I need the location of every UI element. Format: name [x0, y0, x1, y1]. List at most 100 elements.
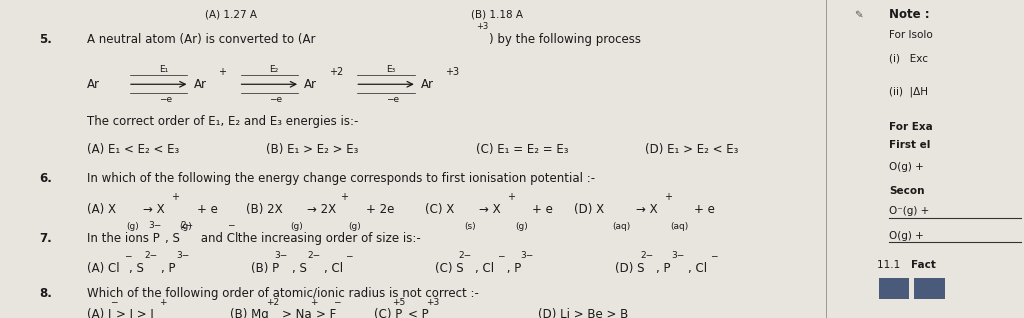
Text: (g): (g) — [515, 222, 527, 231]
Text: −: − — [110, 298, 117, 307]
Text: , Cl: , Cl — [475, 262, 495, 275]
Text: +: + — [507, 192, 515, 202]
Text: −: − — [345, 251, 352, 260]
Text: +: + — [171, 192, 179, 202]
Text: , P: , P — [161, 262, 175, 275]
Text: +: + — [664, 192, 672, 202]
Text: 3−: 3− — [176, 251, 189, 260]
Text: Which of the following order of atomic/ionic radius is not correct :-: Which of the following order of atomic/i… — [87, 287, 479, 300]
Text: 2−: 2− — [307, 251, 321, 260]
Text: 3−: 3− — [520, 251, 534, 260]
Text: +5: +5 — [392, 298, 406, 307]
Text: −: − — [124, 251, 131, 260]
Text: −e: −e — [159, 95, 172, 104]
Text: A neutral atom (Ar) is converted to (Ar: A neutral atom (Ar) is converted to (Ar — [87, 33, 315, 46]
Text: 6.: 6. — [39, 172, 52, 184]
Text: AL: AL — [930, 283, 940, 292]
Text: 8.: 8. — [39, 287, 52, 300]
Text: (g): (g) — [126, 222, 138, 231]
Text: In the ions P: In the ions P — [87, 232, 160, 245]
Text: For Isolo: For Isolo — [889, 30, 933, 40]
Text: 2−: 2− — [640, 251, 653, 260]
Text: (aq): (aq) — [612, 222, 631, 231]
Text: E₁: E₁ — [159, 65, 168, 73]
Text: 3−: 3− — [274, 251, 288, 260]
Text: Fact: Fact — [911, 259, 936, 270]
Text: Note :: Note : — [889, 8, 930, 21]
Text: ) by the following process: ) by the following process — [489, 33, 641, 46]
Text: Ar: Ar — [87, 78, 100, 91]
Text: (C) E₁ = E₂ = E₃: (C) E₁ = E₂ = E₃ — [476, 143, 568, 156]
Text: +3: +3 — [476, 22, 488, 31]
Text: , Cl: , Cl — [688, 262, 708, 275]
Text: (g): (g) — [348, 222, 360, 231]
Text: −e: −e — [386, 95, 399, 104]
Text: O(g) +: O(g) + — [889, 231, 924, 241]
Text: (B) 1.18 A: (B) 1.18 A — [471, 9, 523, 19]
Text: , P: , P — [503, 262, 521, 275]
Text: (g): (g) — [290, 222, 302, 231]
Text: 2−: 2− — [459, 251, 472, 260]
Text: (B) E₁ > E₂ > E₃: (B) E₁ > E₂ > E₃ — [266, 143, 358, 156]
Text: + e: + e — [532, 204, 553, 216]
Text: (C) P: (C) P — [374, 308, 402, 318]
Text: Secon: Secon — [889, 186, 925, 196]
Text: , S: , S — [129, 262, 144, 275]
Text: For Exa: For Exa — [889, 122, 933, 132]
Text: , Cl: , Cl — [324, 262, 343, 275]
Text: 3−: 3− — [148, 221, 162, 230]
Text: → X: → X — [479, 204, 501, 216]
Text: → X: → X — [636, 204, 657, 216]
Text: (C) S: (C) S — [435, 262, 464, 275]
Text: + e: + e — [197, 204, 217, 216]
Text: Ar: Ar — [421, 78, 434, 91]
Text: +3: +3 — [426, 298, 439, 307]
Text: (B) 2X: (B) 2X — [246, 204, 283, 216]
Text: (g): (g) — [179, 222, 191, 231]
Text: (A) Cl: (A) Cl — [87, 262, 120, 275]
Text: E₂: E₂ — [269, 65, 279, 73]
Text: (B) P: (B) P — [251, 262, 279, 275]
Text: O⁻(g) +: O⁻(g) + — [889, 206, 929, 217]
Text: −: − — [333, 298, 340, 307]
Text: −e: −e — [269, 95, 283, 104]
Text: > Na: > Na — [282, 308, 311, 318]
Text: , S: , S — [292, 262, 307, 275]
Text: +: + — [310, 298, 317, 307]
Text: (D) S: (D) S — [615, 262, 645, 275]
Text: ✎: ✎ — [854, 9, 863, 19]
Text: (D) X: (D) X — [574, 204, 604, 216]
Text: (C) X: (C) X — [425, 204, 455, 216]
Text: +2: +2 — [329, 67, 343, 77]
Text: (A) X: (A) X — [87, 204, 116, 216]
Text: < P: < P — [408, 308, 428, 318]
Text: (A) 1.27 A: (A) 1.27 A — [205, 9, 257, 19]
Text: The correct order of E₁, E₂ and E₃ energies is:-: The correct order of E₁, E₂ and E₃ energ… — [87, 115, 358, 128]
Text: + e: + e — [694, 204, 715, 216]
Text: Ar: Ar — [194, 78, 207, 91]
Text: > I > I: > I > I — [116, 308, 154, 318]
Text: (i)   Exc: (i) Exc — [889, 54, 928, 64]
Text: , P: , P — [656, 262, 671, 275]
Text: −: − — [497, 251, 504, 260]
Text: (D) E₁ > E₂ < E₃: (D) E₁ > E₂ < E₃ — [645, 143, 738, 156]
Text: −: − — [227, 221, 234, 230]
Text: (A) I: (A) I — [87, 308, 112, 318]
Text: +: + — [340, 192, 348, 202]
Text: −: − — [710, 251, 717, 260]
Text: (ii)  |ΔH: (ii) |ΔH — [889, 87, 928, 98]
Text: 5.: 5. — [39, 33, 52, 46]
Text: → X: → X — [143, 204, 165, 216]
Text: +: + — [159, 298, 166, 307]
Text: and Cl: and Cl — [197, 232, 238, 245]
Text: (D) Li > Be > B: (D) Li > Be > B — [538, 308, 628, 318]
Text: (aq): (aq) — [671, 222, 689, 231]
Text: → 2X: → 2X — [307, 204, 336, 216]
Text: + 2e: + 2e — [366, 204, 394, 216]
Text: (B) Mg: (B) Mg — [230, 308, 269, 318]
Text: 3−: 3− — [672, 251, 685, 260]
Text: > F: > F — [316, 308, 337, 318]
Text: First el: First el — [889, 140, 930, 150]
Text: +2: +2 — [266, 298, 280, 307]
Text: In which of the following the energy change corresponds to first ionisation pote: In which of the following the energy cha… — [87, 172, 595, 184]
